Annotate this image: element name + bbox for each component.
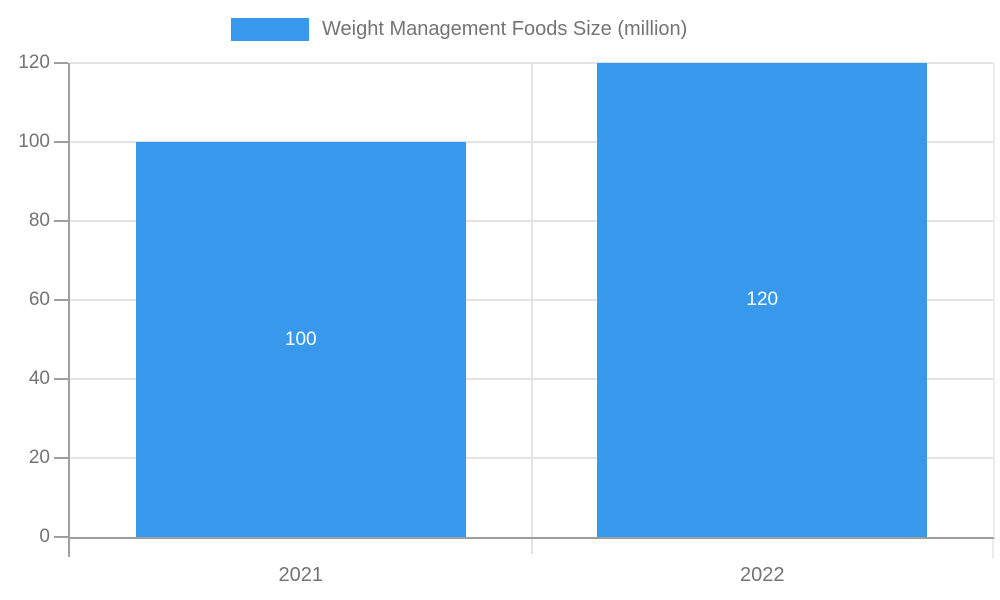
- legend-label: Weight Management Foods Size (million): [322, 18, 688, 40]
- y-tick-label: 80: [28, 210, 50, 231]
- y-axis-tick: [54, 220, 68, 222]
- y-tick-label: 60: [28, 289, 50, 310]
- y-axis-tick: [54, 457, 68, 459]
- gridline-v: [530, 63, 533, 537]
- x-tick-label: 2021: [278, 564, 324, 586]
- y-axis-tick: [54, 378, 68, 380]
- x-axis-tick-right: [992, 539, 994, 559]
- plot-area: 0 20 40 60 80 100 120 100 2021 120 2022: [18, 52, 995, 586]
- y-tick-label: 20: [28, 447, 50, 468]
- y-tick-label: 120: [18, 52, 50, 73]
- bar-2021[interactable]: [135, 142, 466, 537]
- x-axis-tick: [530, 539, 533, 554]
- y-axis-extension: [68, 537, 70, 557]
- bar-value-label: 100: [284, 328, 317, 350]
- bar-2022[interactable]: [597, 63, 928, 537]
- legend-swatch: [231, 18, 309, 41]
- y-axis-tick: [54, 299, 68, 301]
- y-axis-tick: [54, 536, 68, 538]
- y-tick-label: 40: [28, 368, 50, 389]
- x-tick-label: 2022: [740, 564, 785, 586]
- bar-value-label: 120: [746, 289, 779, 310]
- y-tick-label: 0: [39, 526, 50, 547]
- y-axis-tick: [54, 141, 68, 143]
- y-tick-label: 100: [18, 131, 50, 152]
- y-axis-tick: [54, 62, 68, 64]
- legend-item[interactable]: Weight Management Foods Size (million): [231, 18, 687, 41]
